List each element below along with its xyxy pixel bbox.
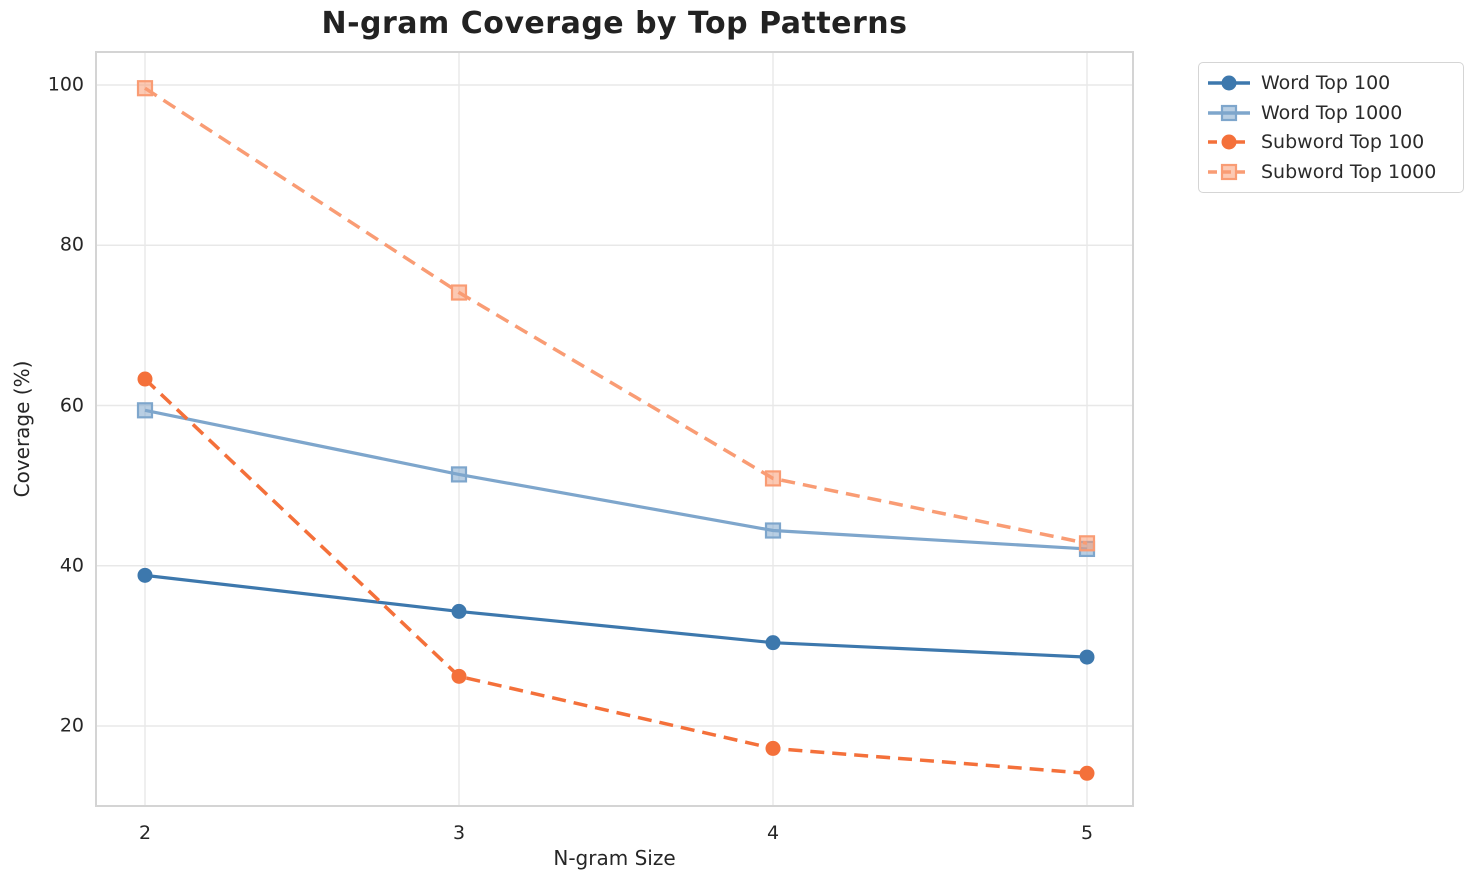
legend-label: Word Top 1000 [1261, 101, 1403, 124]
legend-marker-word-top-1000 [1208, 104, 1250, 121]
y-tick-label: 40 [59, 554, 84, 577]
legend-item-word-top-100: Word Top 100 [1207, 70, 1455, 96]
x-tick-label: 2 [138, 822, 152, 844]
data-point-subword-top-100 [451, 668, 467, 684]
legend-item-subword-top-1000: Subword Top 1000 [1207, 159, 1455, 185]
x-tick-label: 5 [1080, 822, 1094, 844]
legend-label: Subword Top 100 [1261, 131, 1425, 154]
data-point-subword-top-100 [1079, 765, 1095, 781]
data-point-subword-top-1000 [450, 284, 468, 301]
data-point-subword-top-100 [765, 740, 781, 756]
series-line-word-top-1000 [144, 408, 1088, 551]
data-point-word-top-1000 [450, 466, 468, 483]
legend-label: Subword Top 1000 [1261, 161, 1437, 184]
legend-item-word-top-1000: Word Top 1000 [1207, 100, 1455, 126]
data-point-word-top-100 [765, 635, 781, 651]
y-tick-label: 20 [59, 714, 84, 737]
data-point-word-top-1000 [764, 522, 782, 539]
series-line-word-top-100 [144, 573, 1088, 659]
chart-title: N-gram Coverage by Top Patterns [321, 6, 908, 41]
data-point-subword-top-1000 [136, 80, 154, 97]
data-point-word-top-1000 [136, 402, 154, 419]
x-tick-label: 3 [452, 822, 466, 844]
legend-marker-subword-top-1000 [1208, 164, 1250, 181]
series-line-subword-top-1000 [144, 86, 1088, 546]
data-point-subword-top-1000 [1078, 535, 1096, 552]
legend-marker-subword-top-100 [1208, 134, 1250, 150]
data-point-word-top-100 [1079, 649, 1095, 665]
series-line-subword-top-100 [143, 377, 1088, 776]
x-axis-label: N-gram Size [553, 846, 676, 870]
y-tick-label: 100 [47, 73, 84, 96]
data-point-subword-top-100 [137, 371, 153, 387]
legend: Word Top 100 Word Top 1000 Subword Top 1… [1198, 62, 1464, 193]
legend-label: Word Top 100 [1261, 71, 1391, 94]
x-tick-label: 4 [766, 822, 780, 844]
y-axis-label: Coverage (%) [10, 360, 34, 498]
data-point-subword-top-1000 [764, 470, 782, 487]
legend-marker-word-top-100 [1208, 75, 1250, 91]
plot-border [95, 51, 1134, 807]
legend-item-subword-top-100: Subword Top 100 [1207, 129, 1455, 155]
y-tick-label: 80 [59, 233, 84, 256]
data-point-word-top-100 [451, 603, 467, 619]
data-point-word-top-100 [137, 567, 153, 583]
y-tick-label: 60 [59, 394, 84, 416]
